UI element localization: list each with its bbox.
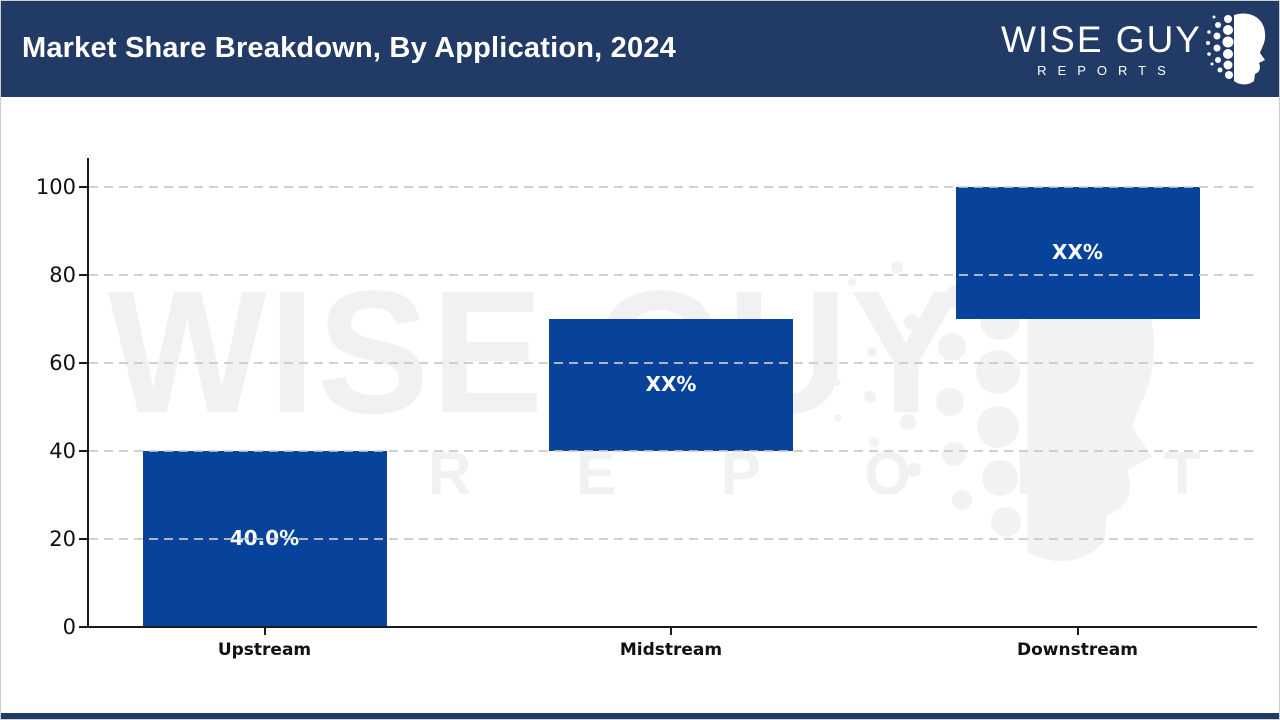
logo-text: WISE GUY REPORTS	[1001, 21, 1202, 78]
logo-subtitle: REPORTS	[1037, 62, 1177, 78]
y-tick-label: 80	[49, 263, 76, 287]
gridline-40	[89, 450, 1255, 452]
header-bar: Market Share Breakdown, By Application, …	[0, 0, 1280, 97]
x-tick-downstream	[1076, 628, 1079, 635]
logo-wordmark: WISE GUY	[1000, 18, 1202, 60]
y-tick-label: 60	[49, 351, 76, 375]
wise-guy-reports-logo: WISE GUY REPORTS	[1001, 8, 1268, 90]
gridline-80	[89, 274, 1255, 276]
bar-midstream: XX%	[549, 319, 793, 451]
x-category-label: Midstream	[619, 640, 723, 660]
y-tick-40	[79, 450, 87, 452]
bar-value-label: XX%	[645, 372, 697, 396]
x-category-label: Downstream	[1017, 640, 1138, 660]
y-tick-label: 20	[49, 527, 76, 551]
x-axis-line	[87, 626, 1257, 628]
y-tick-label: 40	[49, 439, 76, 463]
footer-accent-bar	[0, 713, 1280, 720]
y-tick-100	[79, 186, 87, 188]
x-category-label: Upstream	[217, 640, 312, 660]
gridline-20	[89, 538, 1255, 540]
y-tick-20	[79, 538, 87, 540]
gridline-100	[89, 186, 1255, 188]
bar-value-label: XX%	[1052, 240, 1103, 264]
dotted-face-profile-icon	[1206, 13, 1266, 85]
y-tick-0	[79, 626, 87, 628]
gridline-60	[89, 362, 1255, 364]
y-axis-line	[87, 158, 89, 628]
y-tick-label: 0	[62, 615, 76, 639]
page-title: Market Share Breakdown, By Application, …	[22, 32, 676, 64]
y-tick-80	[79, 274, 87, 276]
y-tick-label: 100	[35, 175, 76, 199]
y-tick-60	[79, 362, 87, 364]
x-tick-upstream	[263, 628, 266, 635]
x-tick-midstream	[670, 628, 672, 635]
bar-downstream: XX%	[955, 187, 1200, 319]
